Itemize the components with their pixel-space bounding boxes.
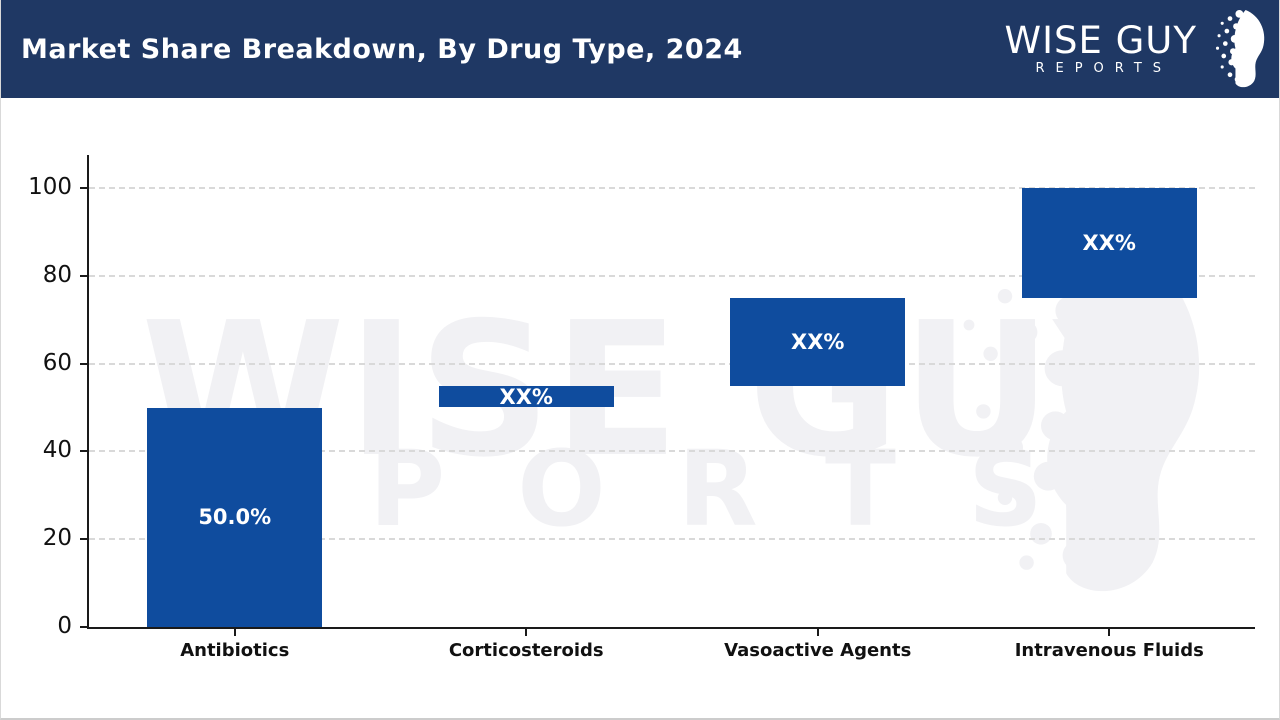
y-tick-mark-100 (80, 187, 89, 189)
logo-head-dots-icon (1215, 10, 1265, 88)
bar-intravenous-fluids (1021, 188, 1197, 298)
y-tick-label-60: 60 (42, 349, 72, 376)
y-tick-label-0: 0 (57, 612, 72, 639)
gridline-y100 (89, 187, 1255, 189)
x-tick-mark-2 (816, 627, 819, 636)
x-axis-line (87, 627, 1255, 629)
y-axis-line (87, 155, 89, 629)
x-axis-label-3: Intravenous Fluids (1014, 640, 1204, 661)
y-tick-mark-80 (80, 274, 89, 277)
x-tick-mark-3 (1108, 627, 1111, 636)
logo-wiseguy-label: WISE GUY (1004, 19, 1197, 63)
bar-value-label: 50.0% (198, 505, 272, 530)
bar-antibiotics (147, 407, 323, 627)
gridline-y40 (89, 450, 1255, 453)
y-tick-label-20: 20 (42, 525, 72, 552)
y-tick-mark-60 (80, 362, 89, 365)
logo-text: WISE GUY REPORTS (1004, 19, 1197, 76)
x-axis-label-1: Corticosteroids (448, 640, 604, 661)
x-tick-mark-0 (233, 627, 236, 636)
gridline-y80 (89, 274, 1255, 277)
gridline-y60 (89, 362, 1255, 365)
bar-value-label: XX% (499, 384, 553, 409)
header-bar: Market Share Breakdown, By Drug Type, 20… (1, 0, 1279, 98)
watermark-text-reports: PORTS (369, 428, 1115, 550)
x-tick-mark-1 (525, 627, 528, 636)
y-tick-label-80: 80 (42, 261, 72, 288)
bar-value-label: XX% (1082, 230, 1136, 255)
y-tick-mark-20 (80, 538, 89, 541)
y-tick-label-40: 40 (42, 437, 72, 464)
gridline-y20 (89, 538, 1255, 541)
page-title: Market Share Breakdown, By Drug Type, 20… (21, 33, 743, 65)
wise-guy-reports-logo: WISE GUY REPORTS (1005, 6, 1279, 92)
y-tick-mark-40 (80, 450, 89, 453)
x-axis-label-2: Vasoactive Agents (724, 640, 912, 661)
y-tick-label-100: 100 (28, 173, 72, 200)
logo-reports-label: REPORTS (1035, 60, 1173, 76)
y-tick-mark-0 (80, 626, 89, 628)
bar-vasoactive-agents (730, 297, 906, 386)
x-axis-label-0: Antibiotics (180, 640, 290, 661)
bar-value-label: XX% (791, 329, 845, 354)
bar-corticosteroids (438, 385, 614, 408)
